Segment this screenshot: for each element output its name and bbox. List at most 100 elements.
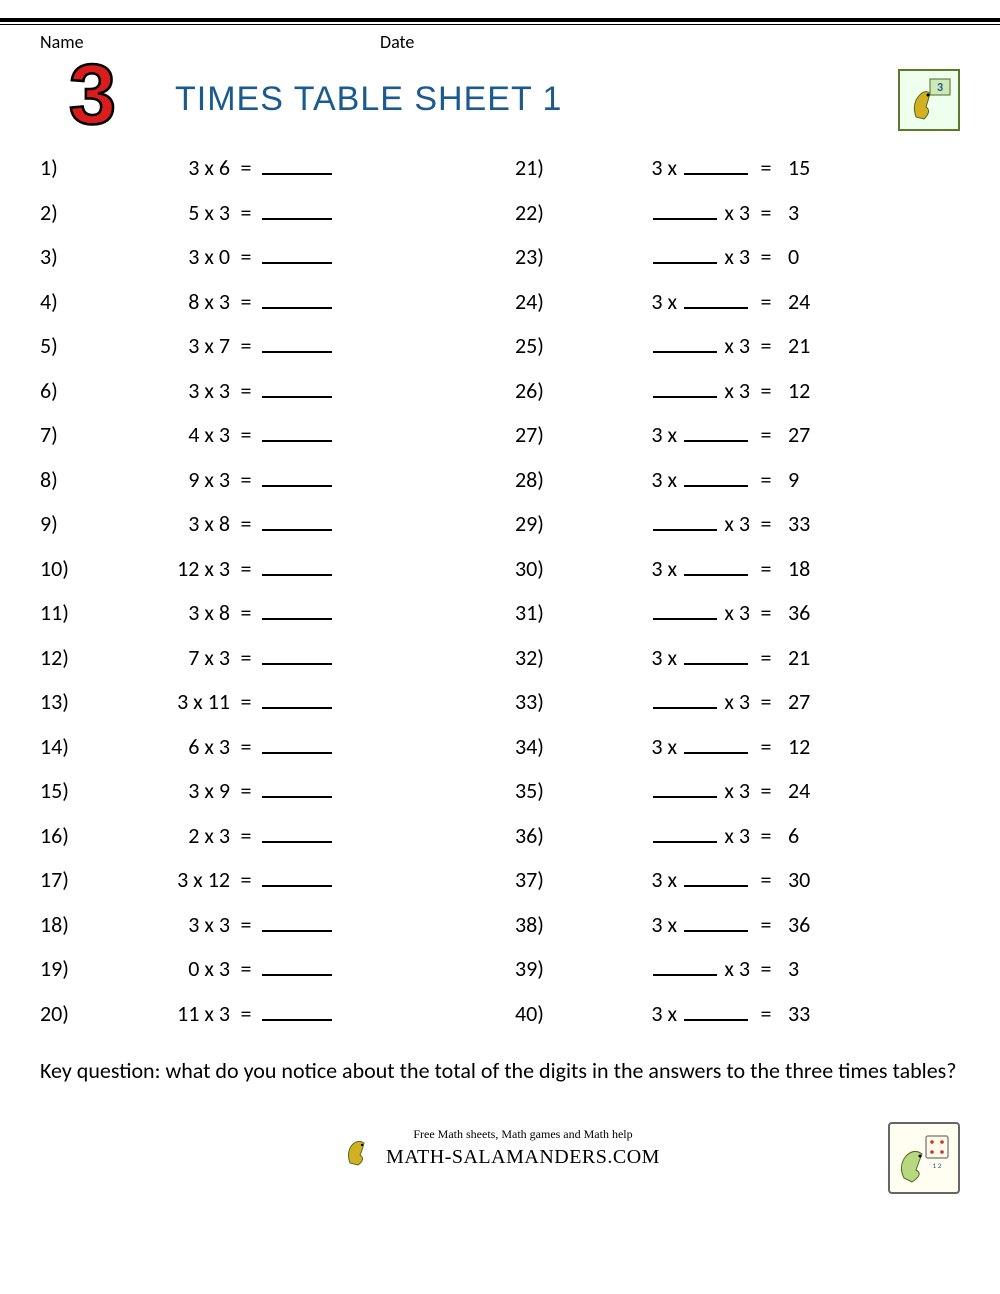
equals-sign: = (230, 911, 262, 938)
expr-post: x 3 (724, 332, 750, 359)
problem-result: 36 (782, 599, 830, 626)
answer-blank[interactable] (653, 823, 717, 843)
footer-site: MATH-SALAMANDERS.COM (386, 1143, 660, 1171)
answer-blank[interactable] (653, 956, 717, 976)
answer-blank[interactable] (262, 200, 332, 220)
problem-expression: 3 x (575, 644, 750, 671)
problem-row: 19)0 x 3= (40, 955, 485, 1000)
problem-expression: x 3 (575, 688, 750, 715)
answer-blank[interactable] (684, 912, 748, 932)
problem-expression: 3 x 8 (100, 510, 230, 537)
equals-sign: = (230, 510, 262, 537)
footer-center: Free Math sheets, Math games and Math he… (340, 1126, 660, 1171)
problem-result: 27 (782, 688, 830, 715)
expr-pre: 3 x (651, 466, 677, 493)
problem-number: 33) (515, 688, 575, 715)
problem-row: 25) x 3=21 (515, 332, 960, 377)
answer-blank[interactable] (262, 244, 332, 264)
answer-blank[interactable] (262, 333, 332, 353)
answer-blank[interactable] (262, 778, 332, 798)
answer-blank[interactable] (262, 645, 332, 665)
answer-blank[interactable] (653, 778, 717, 798)
problem-row: 9)3 x 8= (40, 510, 485, 555)
answer-blank[interactable] (684, 155, 748, 175)
problem-result: 6 (782, 822, 830, 849)
problem-expression: 12 x 3 (100, 555, 230, 582)
answer-blank[interactable] (653, 200, 717, 220)
problem-row: 15)3 x 9= (40, 777, 485, 822)
problem-expression: 3 x 6 (100, 154, 230, 181)
problem-number: 29) (515, 510, 575, 537)
answer-blank[interactable] (262, 823, 332, 843)
problem-expression: 9 x 3 (100, 466, 230, 493)
problem-row: 26) x 3=12 (515, 377, 960, 422)
problem-number: 11) (40, 599, 100, 626)
answer-blank[interactable] (262, 689, 332, 709)
expr-pre: 3 x (651, 154, 677, 181)
equals-sign: = (750, 733, 782, 760)
equals-sign: = (750, 599, 782, 626)
footer-text: Free Math sheets, Math games and Math he… (386, 1126, 660, 1171)
problem-expression: 7 x 3 (100, 644, 230, 671)
answer-blank[interactable] (262, 289, 332, 309)
answer-blank[interactable] (262, 155, 332, 175)
answer-blank[interactable] (684, 467, 748, 487)
problem-row: 12)7 x 3= (40, 644, 485, 689)
answer-blank[interactable] (262, 734, 332, 754)
problem-row: 37)3 x =30 (515, 866, 960, 911)
answer-blank[interactable] (262, 867, 332, 887)
equals-sign: = (230, 822, 262, 849)
answer-blank[interactable] (262, 956, 332, 976)
answer-blank[interactable] (684, 289, 748, 309)
problem-row: 38)3 x =36 (515, 911, 960, 956)
problem-number: 38) (515, 911, 575, 938)
answer-blank[interactable] (262, 422, 332, 442)
answer-blank[interactable] (653, 244, 717, 264)
answer-blank[interactable] (262, 467, 332, 487)
problem-row: 40)3 x =33 (515, 1000, 960, 1045)
answer-blank[interactable] (684, 422, 748, 442)
answer-blank[interactable] (684, 1001, 748, 1021)
equals-sign: = (230, 733, 262, 760)
answer-blank[interactable] (684, 734, 748, 754)
answer-blank[interactable] (684, 556, 748, 576)
problem-expression: 3 x (575, 733, 750, 760)
answer-blank[interactable] (653, 689, 717, 709)
problem-row: 32)3 x =21 (515, 644, 960, 689)
equals-sign: = (750, 243, 782, 270)
number-3-icon: 3 (40, 57, 145, 142)
answer-blank[interactable] (262, 556, 332, 576)
answer-blank[interactable] (262, 378, 332, 398)
answer-blank[interactable] (653, 378, 717, 398)
problem-expression: 3 x (575, 866, 750, 893)
equals-sign: = (230, 332, 262, 359)
problem-result: 3 (782, 199, 830, 226)
answer-blank[interactable] (262, 600, 332, 620)
problem-number: 22) (515, 199, 575, 226)
problem-number: 36) (515, 822, 575, 849)
problem-result: 30 (782, 866, 830, 893)
answer-blank[interactable] (684, 645, 748, 665)
problem-expression: 3 x 9 (100, 777, 230, 804)
expr-pre: 3 x (651, 288, 677, 315)
answer-blank[interactable] (653, 600, 717, 620)
problem-number: 20) (40, 1000, 100, 1027)
problem-expression: 3 x (575, 288, 750, 315)
problem-row: 31) x 3=36 (515, 599, 960, 644)
problem-number: 25) (515, 332, 575, 359)
answer-blank[interactable] (262, 511, 332, 531)
answer-blank[interactable] (653, 511, 717, 531)
answer-blank[interactable] (684, 867, 748, 887)
problem-row: 13)3 x 11= (40, 688, 485, 733)
answer-blank[interactable] (262, 912, 332, 932)
equals-sign: = (750, 555, 782, 582)
problem-expression: 3 x (575, 1000, 750, 1027)
worksheet-page: Name Date 3 TIMES TABLE SHEET 1 3 1)3 x … (0, 0, 1000, 1214)
equals-sign: = (230, 377, 262, 404)
answer-blank[interactable] (262, 1001, 332, 1021)
problem-result: 15 (782, 154, 830, 181)
problem-row: 14)6 x 3= (40, 733, 485, 778)
problem-number: 30) (515, 555, 575, 582)
expr-pre: 3 x (651, 733, 677, 760)
answer-blank[interactable] (653, 333, 717, 353)
